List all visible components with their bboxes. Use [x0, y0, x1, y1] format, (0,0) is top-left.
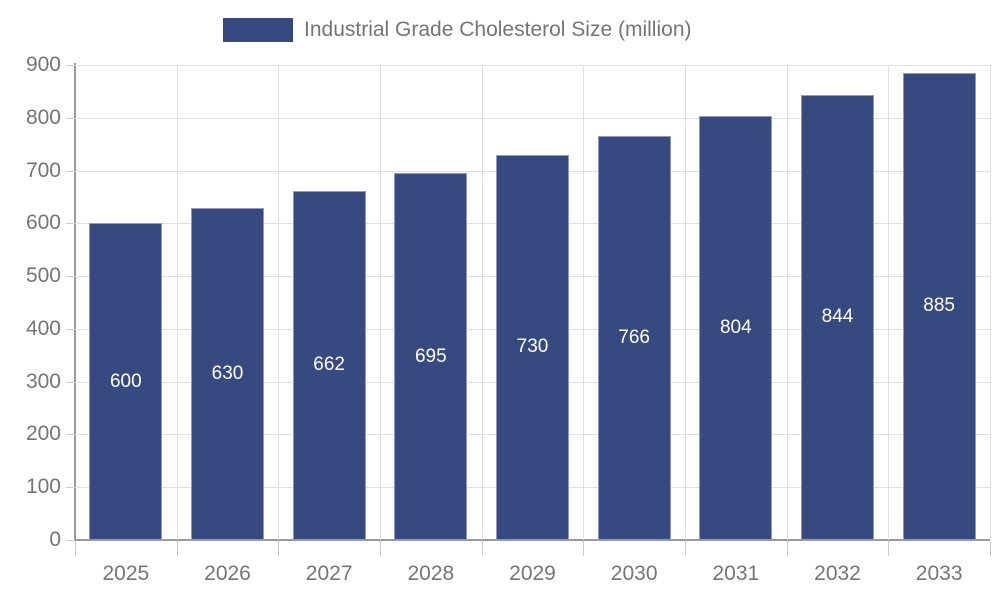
x-axis-tick: [786, 541, 788, 556]
bar-value-label: 630: [211, 362, 244, 384]
bar[interactable]: [394, 173, 468, 540]
y-axis-tick: [66, 170, 75, 172]
v-gridline: [278, 65, 280, 540]
y-tick-label: 600: [25, 211, 61, 235]
bar[interactable]: [89, 223, 163, 540]
x-axis-line: [74, 539, 990, 541]
y-tick-label: 900: [25, 53, 61, 76]
legend-label: Industrial Grade Cholesterol Size (milli…: [304, 18, 692, 41]
y-axis-tick: [66, 276, 75, 278]
y-tick-label: 300: [25, 369, 61, 393]
x-tick-label: 2026: [204, 562, 251, 585]
bar[interactable]: [902, 72, 976, 540]
h-gridline: [75, 117, 990, 119]
bar-value-label: 730: [516, 336, 549, 358]
bar-value-label: 695: [414, 345, 447, 367]
y-tick-label: 100: [25, 475, 61, 499]
x-tick-label: 2028: [407, 562, 455, 585]
y-tick-label: 500: [25, 264, 61, 288]
bar-value-label: 766: [618, 326, 650, 348]
x-axis-tick: [278, 541, 280, 556]
bar-value-label: 662: [313, 354, 345, 376]
x-axis-tick: [990, 541, 991, 556]
x-tick-label: 2031: [712, 562, 760, 585]
bar-value-label: 885: [923, 295, 955, 317]
x-tick-label: 2029: [509, 562, 556, 585]
bar[interactable]: [597, 135, 671, 540]
bar-value-label: 844: [821, 306, 854, 328]
y-axis-tick: [66, 65, 75, 66]
bar[interactable]: [801, 94, 874, 540]
bar-value-label: 600: [109, 370, 142, 392]
x-tick-label: 2030: [610, 562, 658, 585]
v-gridline: [685, 65, 686, 540]
y-axis-line: [74, 63, 76, 540]
x-tick-label: 2027: [305, 562, 353, 585]
y-tick-label: 800: [25, 105, 61, 129]
v-gridline: [481, 65, 483, 540]
x-axis-tick: [583, 541, 585, 556]
bar[interactable]: [191, 207, 264, 540]
y-tick-label: 200: [25, 422, 61, 446]
v-gridline: [786, 65, 788, 540]
bar-value-label: 804: [719, 316, 752, 338]
x-tick-label: 2033: [915, 562, 963, 585]
v-gridline: [380, 65, 381, 540]
y-axis-tick: [66, 223, 75, 225]
x-tick-label: 2025: [102, 562, 150, 585]
y-axis-tick: [66, 381, 75, 383]
x-axis-tick: [481, 541, 483, 556]
y-tick-label: 0: [49, 528, 61, 551]
h-gridline: [75, 65, 990, 66]
y-axis-tick: [66, 540, 75, 541]
y-axis-tick: [66, 117, 75, 119]
v-gridline: [990, 65, 991, 540]
y-axis-tick: [66, 487, 75, 489]
y-axis-tick: [66, 328, 75, 330]
bar[interactable]: [496, 154, 569, 540]
bar[interactable]: [699, 115, 773, 540]
x-tick-label: 2032: [814, 562, 861, 585]
y-tick-label: 400: [25, 316, 61, 340]
x-axis-tick: [176, 541, 178, 556]
x-axis-tick: [685, 541, 686, 556]
legend[interactable]: Industrial Grade Cholesterol Size (milli…: [223, 18, 692, 42]
legend-swatch: [223, 18, 293, 42]
y-tick-label: 700: [25, 158, 61, 182]
x-axis-tick: [380, 541, 381, 556]
x-axis-tick: [888, 541, 890, 556]
v-gridline: [583, 65, 585, 540]
x-axis-tick: [75, 541, 76, 556]
y-axis-tick: [66, 434, 75, 436]
v-gridline: [176, 65, 178, 540]
bar[interactable]: [292, 190, 366, 540]
v-gridline: [888, 65, 890, 540]
plot-area: 0 100 200 300 400 500 600 700 800 900 600 2025 630 20…: [26, 54, 991, 585]
